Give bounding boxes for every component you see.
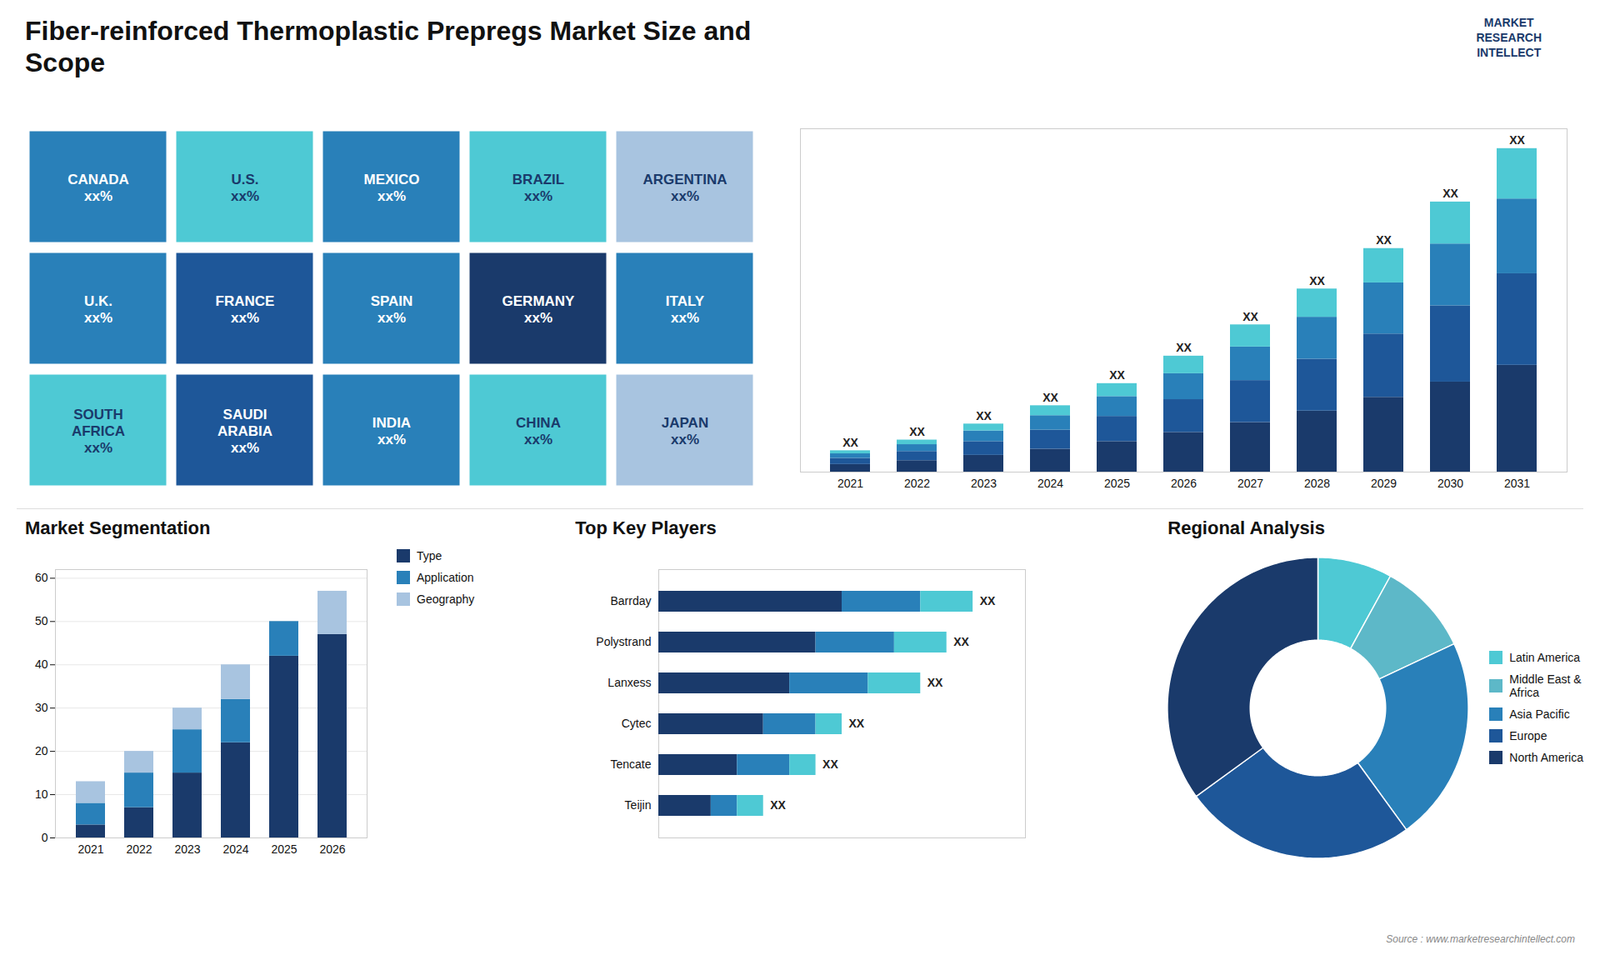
- svg-text:GERMANYxx%: GERMANYxx%: [502, 293, 576, 326]
- html-text:Market Segmentation: Market Segmentation: [25, 517, 211, 539]
- html-text:Top Key Players: Top Key Players: [575, 517, 717, 539]
- svg-text:MEXICOxx%: MEXICOxx%: [363, 171, 420, 205]
- svg-text:2029: 2029: [1370, 476, 1397, 490]
- svg-text:JAPANxx%: JAPANxx%: [661, 415, 709, 448]
- svg-text:Lanxess: Lanxess: [608, 675, 652, 690]
- svg-text:2027: 2027: [1237, 476, 1264, 490]
- svg-text:CANADAxx%: CANADAxx%: [67, 171, 130, 205]
- html-text:Regional Analysis: Regional Analysis: [1167, 517, 1325, 539]
- svg-text:XX: XX: [1442, 186, 1459, 200]
- svg-text:SOUTHAFRICAxx%: SOUTHAFRICAxx%: [71, 406, 125, 457]
- svg-text:XX: XX: [1309, 274, 1325, 288]
- svg-text:60: 60: [35, 570, 49, 585]
- svg-text:SPAINxx%: SPAINxx%: [370, 293, 414, 326]
- svg-text:XX: XX: [953, 635, 970, 649]
- svg-text:XX: XX: [980, 594, 996, 608]
- svg-text:XX: XX: [1242, 310, 1259, 324]
- svg-text:XX: XX: [849, 716, 865, 730]
- svg-text:SAUDIARABIAxx%: SAUDIARABIAxx%: [217, 406, 273, 457]
- html-text:Type: Type: [416, 549, 442, 563]
- html-text:Europe: Europe: [1509, 729, 1547, 743]
- svg-text:2026: 2026: [1170, 476, 1197, 490]
- svg-text:Barrday: Barrday: [610, 594, 652, 608]
- svg-text:XX: XX: [842, 435, 859, 450]
- svg-text:U.S.xx%: U.S.xx%: [230, 171, 260, 205]
- svg-text:BRAZILxx%: BRAZILxx%: [512, 171, 565, 205]
- svg-text:INDIAxx%: INDIAxx%: [372, 415, 411, 448]
- svg-text:2025: 2025: [1104, 476, 1130, 490]
- svg-text:2030: 2030: [1437, 476, 1464, 490]
- svg-text:20: 20: [35, 744, 49, 758]
- html-text:Fiber-reinforced Thermoplastic: Fiber-reinforced Thermoplastic Prepregs …: [25, 15, 752, 78]
- svg-text:ARGENTINAxx%: ARGENTINAxx%: [642, 171, 727, 205]
- svg-text:U.K.xx%: U.K.xx%: [84, 293, 113, 326]
- svg-text:XX: XX: [909, 425, 925, 439]
- svg-text:XX: XX: [1509, 133, 1525, 147]
- svg-text:10: 10: [35, 787, 49, 801]
- html-text:Middle East & Africa: Middle East & Africa: [1509, 672, 1582, 700]
- svg-text:2025: 2025: [270, 842, 297, 856]
- svg-text:40: 40: [35, 657, 49, 671]
- svg-text:0: 0: [41, 830, 49, 845]
- html-text:Application: Application: [416, 570, 474, 585]
- svg-text:2026: 2026: [319, 842, 345, 856]
- html-text:Latin America: Latin America: [1509, 650, 1581, 665]
- svg-text:2022: 2022: [904, 476, 930, 490]
- svg-text:FRANCExx%: FRANCExx%: [215, 293, 275, 326]
- svg-text:30: 30: [35, 700, 49, 715]
- svg-text:2021: 2021: [77, 842, 104, 856]
- svg-text:XX: XX: [1375, 233, 1392, 247]
- html-text:Source : www.marketresearchint: Source : www.marketresearchintellect.com: [1386, 933, 1575, 945]
- svg-text:50: 50: [35, 614, 49, 628]
- svg-text:ITALYxx%: ITALYxx%: [665, 293, 705, 326]
- svg-text:XX: XX: [1109, 368, 1125, 382]
- svg-text:XX: XX: [1175, 340, 1192, 355]
- svg-text:XX: XX: [770, 798, 786, 812]
- html-text:Geography: Geography: [416, 592, 475, 606]
- svg-text:XX: XX: [1042, 390, 1059, 405]
- svg-text:Cytec: Cytec: [621, 716, 652, 730]
- svg-text:2023: 2023: [970, 476, 997, 490]
- html-text:Asia Pacific: Asia Pacific: [1509, 707, 1570, 721]
- svg-text:Tencate: Tencate: [610, 757, 652, 771]
- svg-text:Teijin: Teijin: [625, 798, 652, 812]
- svg-text:2021: 2021: [837, 476, 864, 490]
- svg-text:CHINAxx%: CHINAxx%: [515, 415, 561, 448]
- svg-text:XX: XX: [927, 675, 944, 690]
- svg-text:XX: XX: [975, 409, 992, 423]
- svg-text:2028: 2028: [1304, 476, 1330, 490]
- html-text:North America: North America: [1509, 750, 1584, 765]
- html-text:MARKET RESEARCH INTELLECT: MARKET RESEARCH INTELLECT: [1476, 15, 1542, 60]
- svg-text:2031: 2031: [1504, 476, 1530, 490]
- svg-text:2024: 2024: [222, 842, 249, 856]
- svg-text:XX: XX: [822, 757, 839, 771]
- svg-text:Polystrand: Polystrand: [596, 635, 652, 649]
- svg-text:2022: 2022: [125, 842, 152, 856]
- svg-text:2023: 2023: [174, 842, 200, 856]
- svg-text:2024: 2024: [1037, 476, 1064, 490]
